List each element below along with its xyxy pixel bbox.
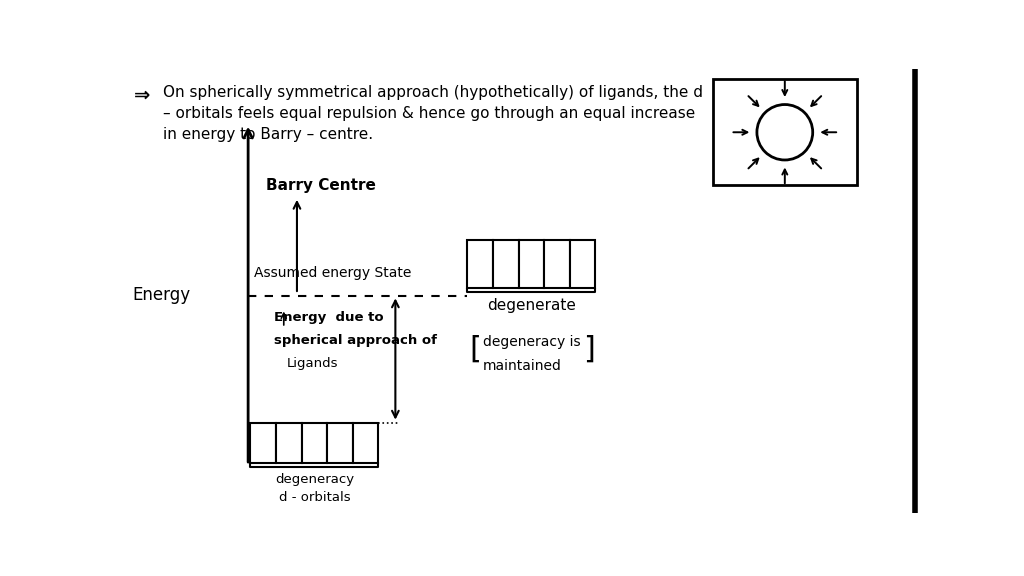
Bar <box>302 423 328 463</box>
Bar <box>569 240 595 288</box>
Bar <box>276 423 302 463</box>
Text: Energy: Energy <box>132 286 190 305</box>
Text: ⇒: ⇒ <box>134 85 151 104</box>
Text: degeneracy
d - orbitals: degeneracy d - orbitals <box>274 472 354 503</box>
Text: degeneracy is: degeneracy is <box>483 335 581 349</box>
Bar <box>544 240 569 288</box>
Bar <box>467 240 493 288</box>
Text: spherical approach of: spherical approach of <box>273 334 436 347</box>
Text: Ligands: Ligands <box>287 357 338 370</box>
Text: ]: ] <box>583 335 595 364</box>
Text: Energy  due to: Energy due to <box>273 311 383 324</box>
Text: – orbitals feels equal repulsion & hence go through an equal increase: – orbitals feels equal repulsion & hence… <box>163 106 695 121</box>
Bar <box>518 240 544 288</box>
Bar <box>352 423 378 463</box>
Text: Assumed energy State: Assumed energy State <box>254 266 411 280</box>
Bar <box>713 79 856 185</box>
Text: [: [ <box>469 335 481 364</box>
Circle shape <box>757 104 813 160</box>
Bar <box>251 423 276 463</box>
Text: maintained: maintained <box>483 359 562 373</box>
Text: in energy to Barry – centre.: in energy to Barry – centre. <box>163 127 373 142</box>
Text: degenerate: degenerate <box>487 298 575 313</box>
Text: On spherically symmetrical approach (hypothetically) of ligands, the d: On spherically symmetrical approach (hyp… <box>163 85 702 100</box>
Bar <box>493 240 518 288</box>
Text: Barry Centre: Barry Centre <box>266 178 376 193</box>
Bar <box>328 423 352 463</box>
